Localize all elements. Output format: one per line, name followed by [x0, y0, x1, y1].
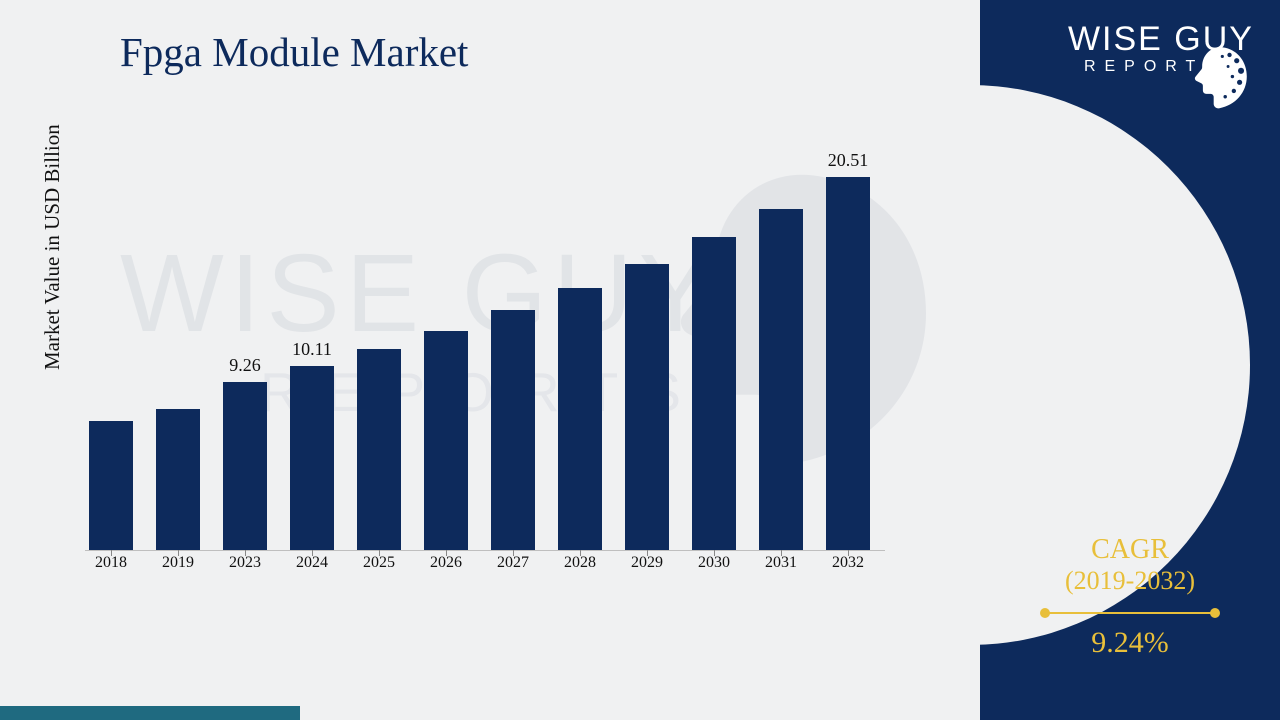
bar: [156, 409, 200, 550]
bar-chart: 9.2610.1120.51 2018201920232024202520262…: [85, 150, 885, 590]
x-tick-label: 2031: [751, 554, 811, 572]
bar: [424, 331, 468, 550]
cagr-value: 9.24%: [1020, 626, 1240, 660]
bar-rect: [357, 349, 401, 550]
x-tick-label: 2027: [483, 554, 543, 572]
x-tick-label: 2023: [215, 554, 275, 572]
bar-rect: [692, 237, 736, 550]
bar-rect: [424, 331, 468, 550]
chart-title: Fpga Module Market: [120, 28, 468, 76]
x-tick-label: 2028: [550, 554, 610, 572]
bar: [625, 264, 669, 550]
bar: [89, 421, 133, 550]
cagr-range: (2019-2032): [1020, 566, 1240, 596]
bar-value-label: 10.11: [282, 339, 342, 366]
bar: [558, 288, 602, 550]
y-axis-label: Market Value in USD Billion: [40, 124, 65, 370]
infographic-stage: WISE GUY REPORTS Fpga Module Market WISE…: [0, 0, 1280, 720]
bar: [357, 349, 401, 550]
bar-value-label: 20.51: [818, 150, 878, 177]
cagr-block: CAGR (2019-2032) 9.24%: [1020, 534, 1240, 660]
x-tick-label: 2025: [349, 554, 409, 572]
bar: [491, 310, 535, 550]
bar: 20.51: [826, 177, 870, 550]
bar-rect: [491, 310, 535, 550]
footer-strip: [0, 706, 300, 720]
bar-rect: [625, 264, 669, 550]
brand-logo: WISE GUY REPORTS: [1068, 22, 1254, 76]
plot-area: 9.26 10.11 20.51: [85, 150, 885, 551]
x-tick-label: 2026: [416, 554, 476, 572]
x-tick-label: 2018: [81, 554, 141, 572]
bar-value-label: 9.26: [215, 355, 275, 382]
cagr-label: CAGR: [1020, 534, 1240, 566]
x-tick-label: 2032: [818, 554, 878, 572]
bar-rect: [290, 366, 334, 550]
x-tick-label: 2024: [282, 554, 342, 572]
bar-rect: [223, 382, 267, 550]
bar-rect: [826, 177, 870, 550]
bar: [759, 209, 803, 550]
brand-head-icon: [1182, 42, 1254, 114]
x-tick-label: 2030: [684, 554, 744, 572]
x-tick-label: 2019: [148, 554, 208, 572]
bar: 9.26: [223, 382, 267, 550]
x-tick-label: 2029: [617, 554, 677, 572]
bar: [692, 237, 736, 550]
bar-rect: [558, 288, 602, 550]
cagr-separator: [1045, 612, 1215, 614]
bar: 10.11: [290, 366, 334, 550]
bar-rect: [759, 209, 803, 550]
bar-rect: [156, 409, 200, 550]
bar-rect: [89, 421, 133, 550]
